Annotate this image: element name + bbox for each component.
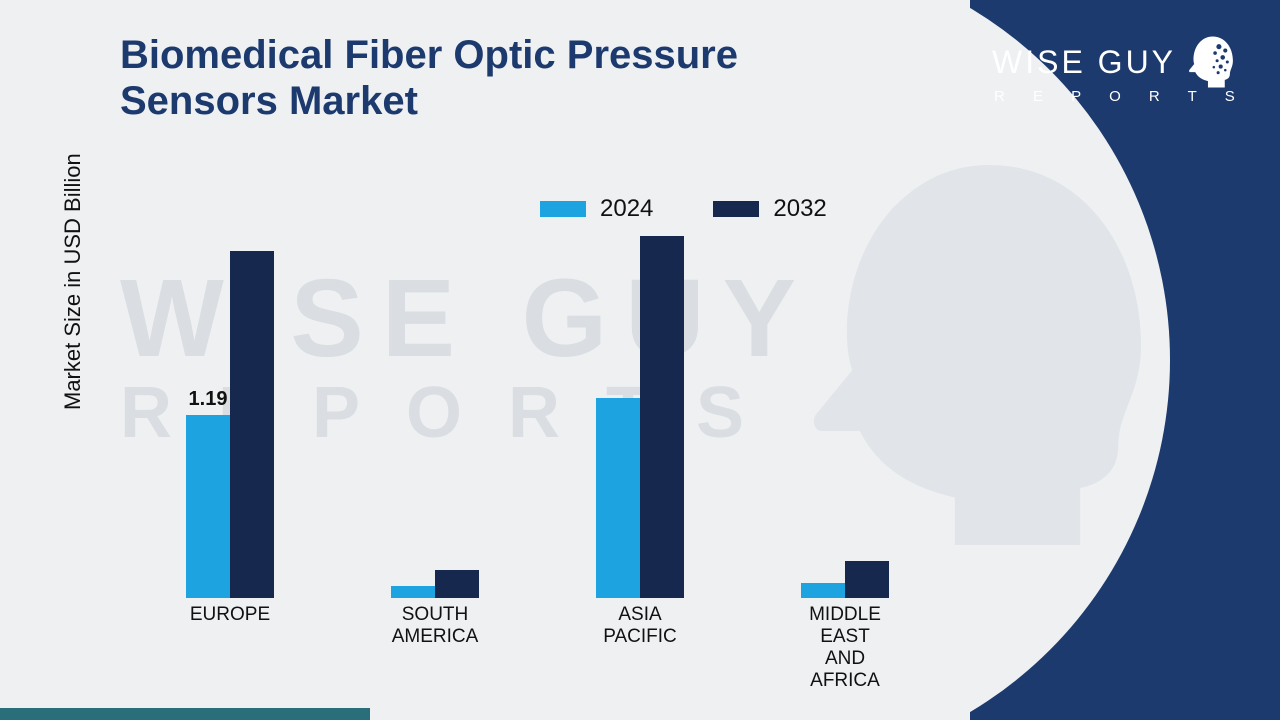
- bar-series-a: [186, 415, 230, 598]
- category-label: ASIA PACIFIC: [555, 604, 725, 648]
- bar-series-b: [435, 570, 479, 598]
- legend-label-2024: 2024: [600, 195, 653, 223]
- chart-title: Biomedical Fiber Optic Pressure Sensors …: [120, 32, 840, 124]
- brand-line1: WISE GUY: [992, 44, 1176, 81]
- bar-series-a: [391, 586, 435, 598]
- bar-group: MIDDLE EAST AND AFRICA: [770, 228, 920, 598]
- category-label: EUROPE: [145, 604, 315, 626]
- bar-series-b: [640, 236, 684, 598]
- legend-item-2024: 2024: [540, 195, 653, 223]
- y-axis-label: Market Size in USD Billion: [60, 153, 86, 410]
- brand-line2: R E P O R T S: [994, 88, 1252, 105]
- bottom-accent-strip: [0, 708, 370, 720]
- brand-head-icon: [1182, 34, 1238, 90]
- bar-value-label: 1.19: [168, 388, 248, 411]
- brand-logo: WISE GUY R E P O R T S: [992, 34, 1252, 105]
- bar-group: 1.19EUROPE: [155, 228, 305, 598]
- bar-pair: [360, 228, 510, 598]
- bar-series-b: [230, 251, 274, 598]
- bar-chart: 1.19EUROPE SOUTH AMERICA ASIA PACIFIC MIDDL…: [130, 228, 950, 598]
- bar-group: SOUTH AMERICA: [360, 228, 510, 598]
- bar-group: ASIA PACIFIC: [565, 228, 715, 598]
- legend-swatch-2032: [713, 201, 759, 217]
- legend-item-2032: 2032: [713, 195, 826, 223]
- bar-pair: [565, 228, 715, 598]
- bar-pair: [155, 228, 305, 598]
- bar-series-a: [596, 398, 640, 598]
- chart-card: WISE GUY REPORTS Biomedical Fiber Optic …: [0, 0, 1280, 720]
- legend-label-2032: 2032: [773, 195, 826, 223]
- bar-series-a: [801, 583, 845, 598]
- category-label: MIDDLE EAST AND AFRICA: [760, 604, 930, 691]
- bar-pair: [770, 228, 920, 598]
- legend: 2024 2032: [540, 195, 827, 223]
- plot-area: 1.19EUROPE SOUTH AMERICA ASIA PACIFIC MIDDL…: [130, 228, 950, 598]
- bar-series-b: [845, 561, 889, 598]
- legend-swatch-2024: [540, 201, 586, 217]
- category-label: SOUTH AMERICA: [350, 604, 520, 648]
